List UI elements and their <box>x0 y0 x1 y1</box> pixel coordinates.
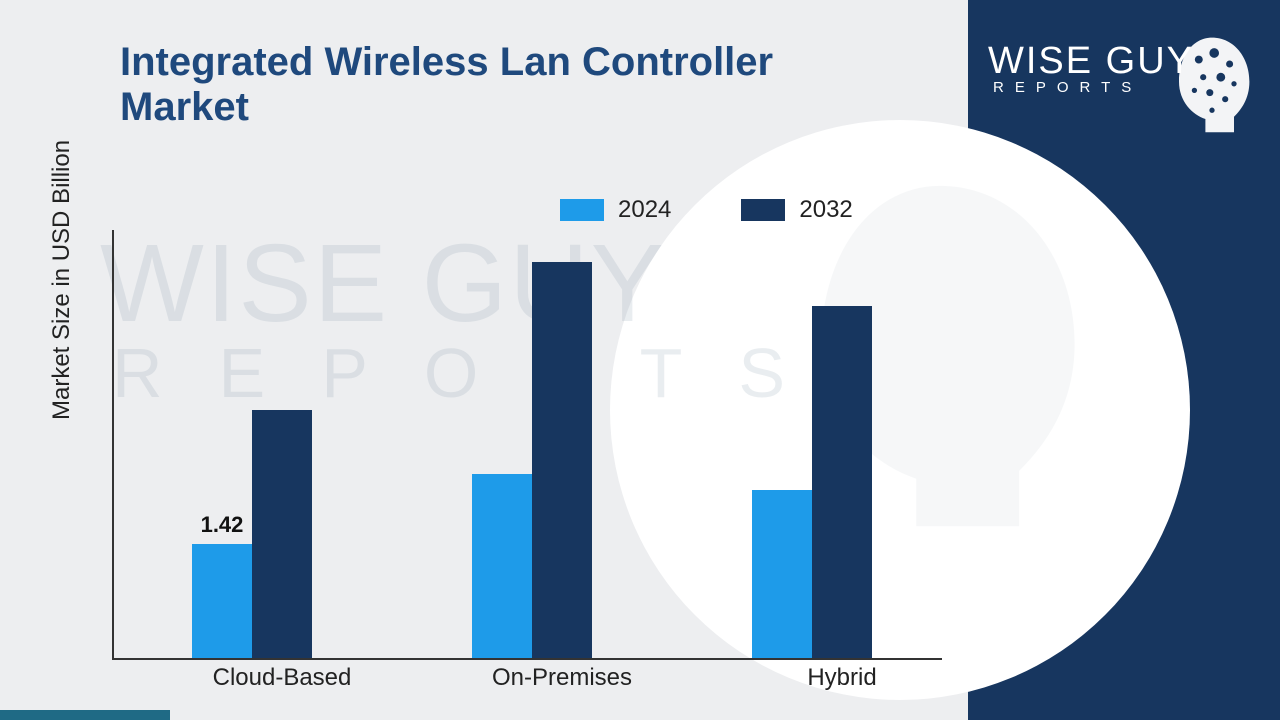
category-label: Cloud-Based <box>172 664 392 692</box>
page-root: WISE GUY REPORTS Integrated Wireless Lan… <box>0 0 1280 720</box>
chart-area: 1.42Cloud-BasedOn-PremisesHybrid <box>112 230 942 660</box>
logo-line2: REPORTS <box>988 79 1258 96</box>
legend-label-2024: 2024 <box>618 196 671 224</box>
x-axis-line <box>112 658 942 660</box>
legend-label-2032: 2032 <box>799 196 852 224</box>
logo: WISE GUY REPORTS <box>988 40 1258 96</box>
y-axis-label: Market Size in USD Billion <box>48 140 76 420</box>
data-label: 1.42 <box>182 512 262 538</box>
legend-item-2024: 2024 <box>560 196 671 224</box>
bar <box>472 474 532 658</box>
bar <box>812 306 872 658</box>
legend-item-2032: 2032 <box>741 196 852 224</box>
logo-line1: WISE GUY <box>988 40 1258 83</box>
legend-swatch-2024 <box>560 199 604 221</box>
category-label: On-Premises <box>452 664 672 692</box>
legend-swatch-2032 <box>741 199 785 221</box>
bar <box>252 410 312 658</box>
chart-title: Integrated Wireless Lan Controller Marke… <box>120 40 840 130</box>
legend: 2024 2032 <box>560 196 853 224</box>
category-label: Hybrid <box>732 664 952 692</box>
footer-accent <box>0 710 170 720</box>
bar <box>752 490 812 658</box>
bar <box>532 262 592 658</box>
y-axis-line <box>112 230 114 660</box>
bar <box>192 544 252 658</box>
